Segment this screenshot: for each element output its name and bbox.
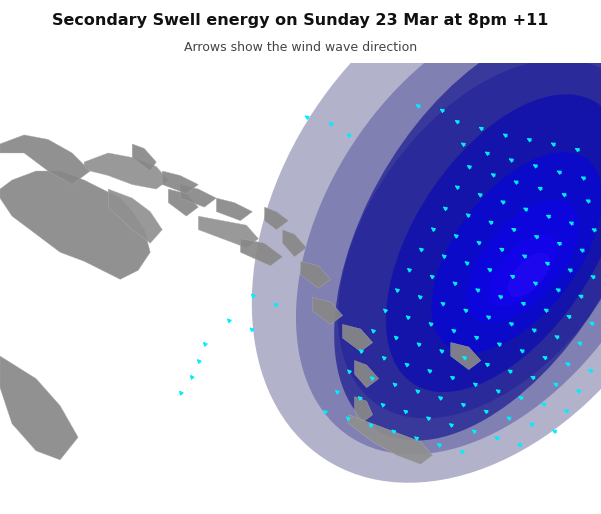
- Polygon shape: [162, 171, 198, 194]
- Polygon shape: [300, 261, 331, 288]
- Polygon shape: [84, 153, 168, 189]
- Ellipse shape: [508, 252, 550, 297]
- Ellipse shape: [334, 28, 601, 440]
- Polygon shape: [240, 238, 282, 266]
- Polygon shape: [451, 342, 481, 370]
- Ellipse shape: [252, 0, 601, 483]
- Polygon shape: [355, 397, 373, 424]
- Polygon shape: [355, 360, 379, 388]
- Polygon shape: [349, 415, 433, 464]
- Polygon shape: [216, 198, 252, 221]
- Ellipse shape: [296, 5, 601, 454]
- Polygon shape: [343, 324, 373, 352]
- Polygon shape: [313, 298, 343, 324]
- Ellipse shape: [432, 152, 601, 353]
- Polygon shape: [108, 189, 162, 243]
- Text: Arrows show the wind wave direction: Arrows show the wind wave direction: [184, 41, 417, 53]
- Polygon shape: [180, 185, 216, 207]
- Polygon shape: [0, 135, 90, 185]
- Polygon shape: [264, 207, 288, 230]
- Polygon shape: [168, 189, 198, 216]
- Polygon shape: [282, 230, 307, 257]
- Text: Secondary Swell energy on Sunday 23 Mar at 8pm +11: Secondary Swell energy on Sunday 23 Mar …: [52, 12, 549, 28]
- Ellipse shape: [466, 200, 579, 323]
- Polygon shape: [0, 356, 78, 460]
- Polygon shape: [198, 216, 258, 248]
- Ellipse shape: [489, 234, 557, 307]
- Ellipse shape: [386, 94, 601, 392]
- Polygon shape: [132, 144, 156, 171]
- Polygon shape: [0, 171, 150, 279]
- Ellipse shape: [338, 59, 601, 418]
